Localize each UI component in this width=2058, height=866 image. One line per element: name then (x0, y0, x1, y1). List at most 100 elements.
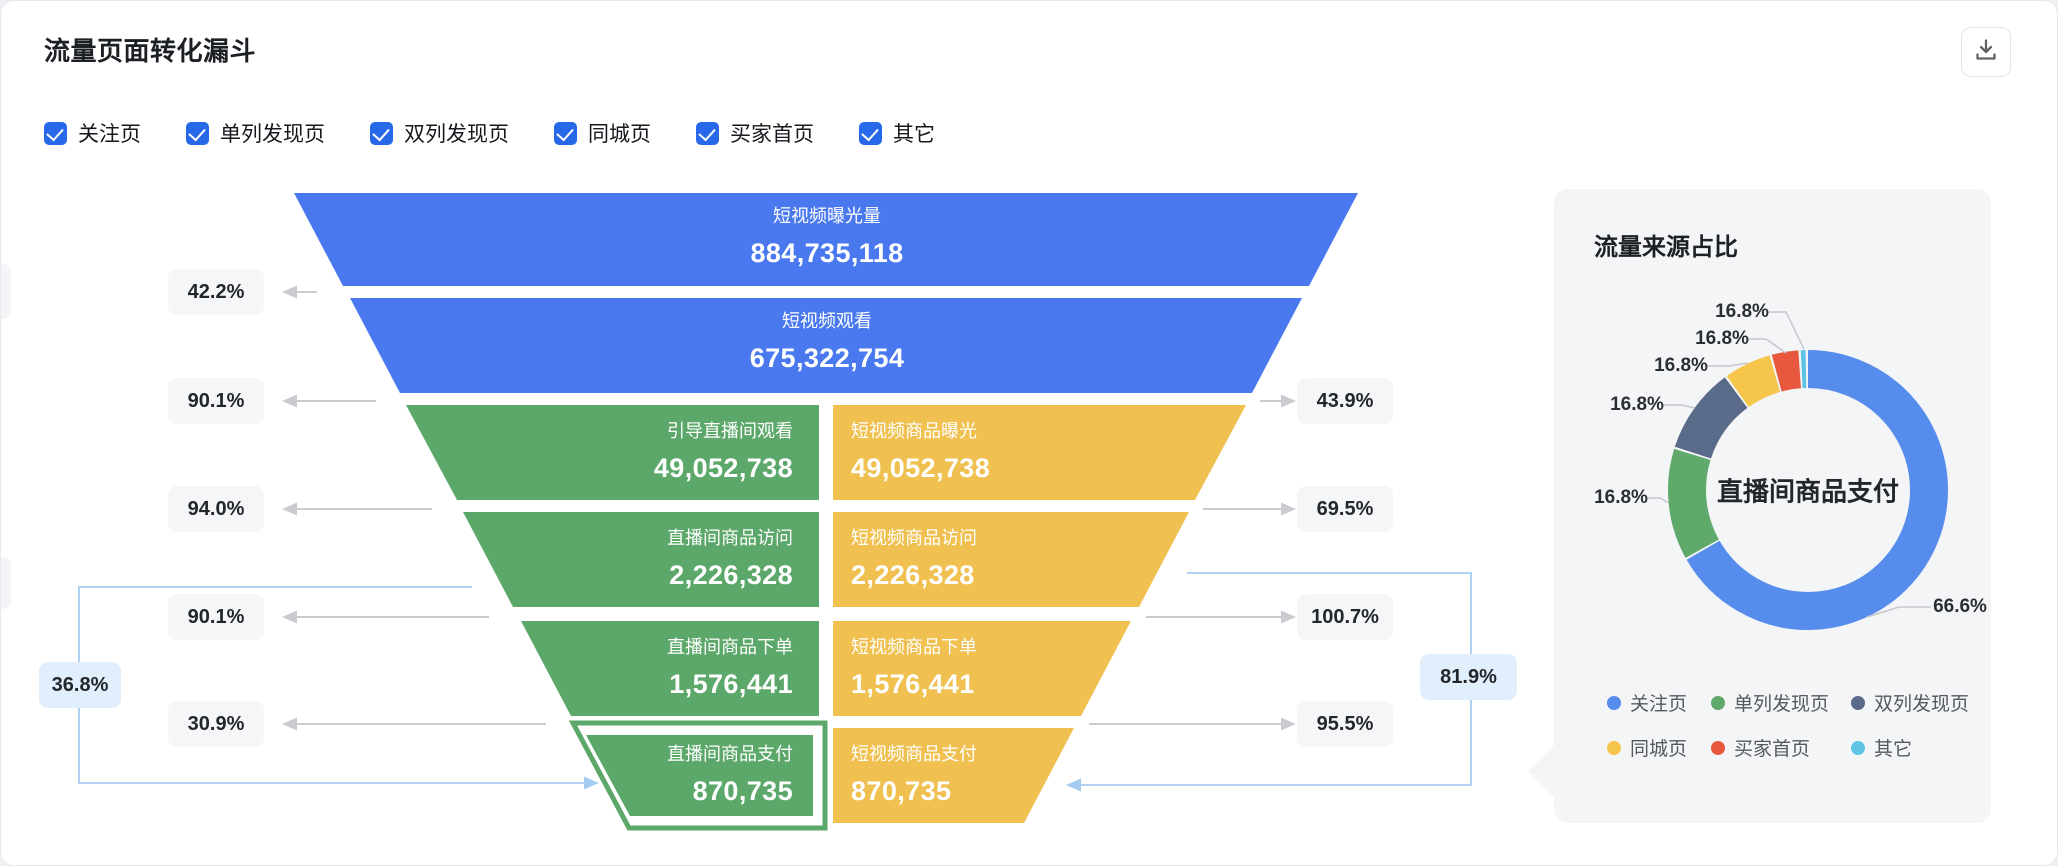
funnel-seg-live-views[interactable] (406, 405, 819, 500)
funnel-stage-label: 短视频商品支付 (851, 744, 977, 764)
funnel-seg-goods-order[interactable] (833, 621, 1131, 716)
legend-dot (1851, 695, 1865, 710)
right-rate-arrows (1089, 394, 1296, 731)
filter-single-column-discover[interactable]: 单列发现页 (186, 118, 325, 148)
filter-buyer-home[interactable]: 买家首页 (696, 118, 814, 148)
conversion-rate-badge: 100.7% (1297, 594, 1393, 640)
funnel-stage-value: 1,576,441 (851, 669, 975, 699)
filter-label: 同城页 (588, 123, 651, 146)
legend-dot (1851, 740, 1865, 755)
filter-label: 单列发现页 (220, 123, 325, 146)
funnel-seg-goods-visit[interactable] (833, 512, 1189, 607)
filter-double-column-discover[interactable]: 双列发现页 (370, 118, 509, 148)
funnel-stage-label: 短视频观看 (782, 311, 872, 331)
funnel-seg-goods-pay[interactable] (833, 728, 1074, 823)
legend-item-follow[interactable]: 关注页 (1607, 689, 1687, 716)
page-title: 流量页面转化漏斗 (44, 36, 257, 66)
funnel-stage-label: 短视频曝光量 (773, 206, 881, 226)
donut-slice-same-city[interactable] (1639, 321, 1977, 659)
funnel-stage-value: 1,576,441 (669, 669, 793, 699)
slice-percent-label: 16.8% (1654, 355, 1708, 376)
slice-percent-label: 16.8% (1594, 487, 1648, 508)
funnel-stage-label: 短视频商品下单 (851, 637, 977, 657)
traffic-source-panel: 流量来源占比 16.8% 16.8% 16.8% 16.8% 1 (1528, 189, 1991, 823)
conversion-rate-badge: 90.1% (168, 594, 264, 640)
legend-dot (1711, 740, 1725, 755)
donut-slice-follow[interactable] (1668, 350, 1948, 630)
overall-rate-badge-right: 81.9% (1420, 654, 1517, 700)
filter-follow-page[interactable]: 关注页 (44, 118, 141, 148)
funnel-seg-video-exposure[interactable] (294, 193, 1358, 286)
conversion-rate-badge: 43.9% (1297, 378, 1393, 424)
legend-item-single-column[interactable]: 单列发现页 (1711, 689, 1829, 716)
conversion-rate-badge: 69.5% (1297, 486, 1393, 532)
donut-chart (1639, 311, 1977, 659)
funnel-stage-value: 884,735,118 (750, 238, 904, 268)
conversion-rate-badge: 90.1% (168, 378, 264, 424)
conversion-rate-badge: 30.9% (168, 701, 264, 747)
conversion-rate-badge: 95.5% (1297, 701, 1393, 747)
filter-label: 其它 (893, 123, 935, 146)
panel-title: 流量来源占比 (1594, 234, 1738, 261)
legend-label: 关注页 (1630, 694, 1688, 715)
legend-label: 其它 (1874, 739, 1913, 760)
checkbox-checked-icon[interactable] (186, 121, 209, 145)
donut-legend-row: 同城页 买家首页 其它 (1554, 734, 1991, 761)
funnel-seg-live-goods-pay-outline (568, 720, 828, 831)
funnel-stage-label: 直播间商品访问 (667, 528, 793, 548)
filter-same-city[interactable]: 同城页 (554, 118, 651, 148)
legend-dot (1711, 695, 1725, 710)
donut-legend-row: 关注页 单列发现页 双列发现页 (1554, 689, 1991, 716)
funnel-stage-value: 870,735 (851, 776, 952, 806)
funnel-seg-video-views[interactable] (350, 298, 1302, 393)
funnel-stage-value: 675,322,754 (749, 343, 905, 373)
legend-label: 单列发现页 (1734, 694, 1830, 715)
legend-item-buyer-home[interactable]: 买家首页 (1711, 734, 1810, 761)
legend-item-double-column[interactable]: 双列发现页 (1851, 689, 1969, 716)
filter-other[interactable]: 其它 (859, 118, 935, 148)
checkbox-checked-icon[interactable] (554, 121, 577, 145)
funnel-stage-label: 直播间商品支付 (667, 744, 793, 764)
donut-leader-lines (1647, 311, 1931, 618)
funnel-stage-label: 直播间商品下单 (667, 637, 793, 657)
left-rate-arrows (282, 285, 546, 731)
funnel-stage-label: 短视频商品曝光 (851, 421, 977, 441)
checkbox-checked-icon[interactable] (696, 121, 719, 145)
legend-label: 买家首页 (1734, 739, 1811, 760)
checkbox-checked-icon[interactable] (859, 121, 882, 145)
filter-label: 关注页 (78, 123, 141, 146)
funnel-seg-live-goods-pay[interactable] (586, 735, 813, 816)
funnel-seg-live-goods-order[interactable] (521, 621, 819, 716)
legend-label: 双列发现页 (1874, 694, 1970, 715)
checkbox-checked-icon[interactable] (370, 121, 393, 145)
legend-dot (1607, 695, 1621, 710)
legend-dot (1607, 740, 1621, 755)
panel-pointer-tail (1528, 743, 1556, 799)
funnel-stage-value: 49,052,738 (851, 453, 991, 483)
download-button[interactable] (1961, 27, 2011, 77)
slice-percent-label: 66.6% (1933, 596, 1987, 617)
slice-percent-label: 16.8% (1695, 328, 1749, 349)
clipped-neighbor-box (1, 264, 11, 319)
donut-slice-other[interactable] (1668, 350, 1948, 630)
clipped-neighbor-box (1, 557, 11, 609)
legend-item-other[interactable]: 其它 (1851, 734, 1912, 761)
slice-percent-label: 16.8% (1610, 394, 1664, 415)
slice-percent-label: 16.8% (1715, 301, 1769, 322)
funnel-stage-label: 短视频商品访问 (851, 528, 977, 548)
funnel-stage-value: 2,226,328 (669, 560, 793, 590)
funnel-stage-value: 870,735 (692, 776, 793, 806)
legend-item-same-city[interactable]: 同城页 (1607, 734, 1687, 761)
funnel-seg-live-goods-visit[interactable] (463, 512, 819, 607)
funnel-seg-goods-exposure[interactable] (833, 405, 1246, 500)
page-filter-row: 关注页 单列发现页 双列发现页 同城页 买家首页 其它 (44, 118, 935, 148)
overall-rate-badge-left: 36.8% (39, 662, 121, 708)
funnel-stage-label: 引导直播间观看 (667, 421, 793, 441)
download-icon (1973, 37, 1999, 68)
filter-label: 双列发现页 (404, 123, 509, 146)
funnel-stage-value: 2,226,328 (851, 560, 975, 590)
donut-center-label: 直播间商品支付 (1716, 476, 1900, 507)
checkbox-checked-icon[interactable] (44, 121, 67, 145)
